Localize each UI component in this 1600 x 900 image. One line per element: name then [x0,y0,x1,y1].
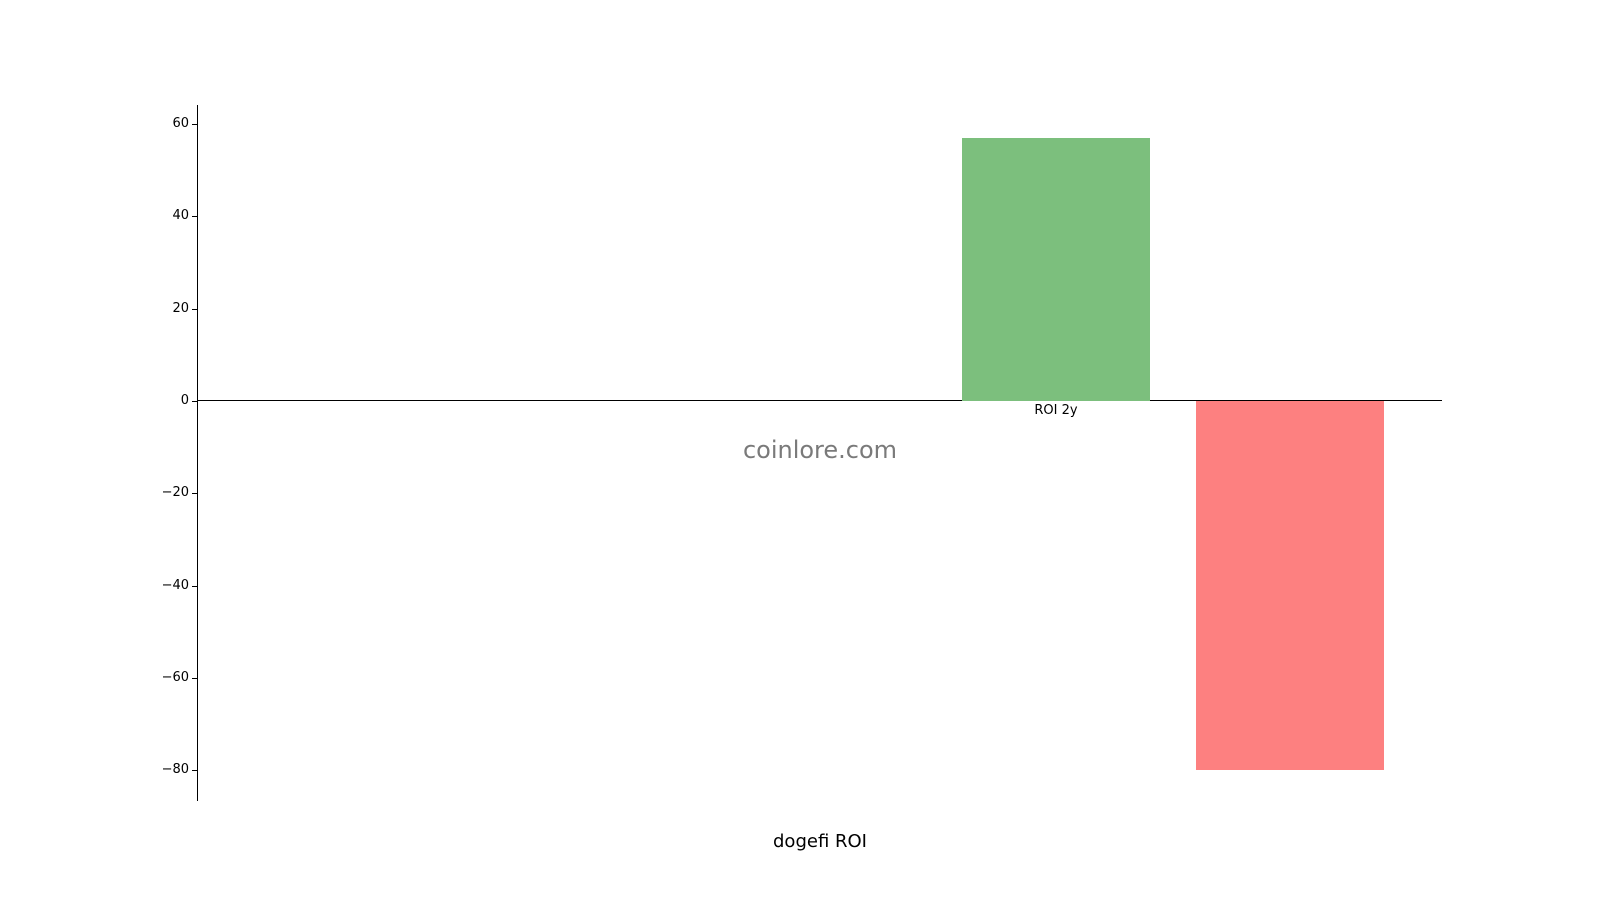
y-tick-label: −40 [161,577,189,593]
y-tick-mark [192,678,197,679]
x-axis-title: dogefi ROI [773,831,867,852]
x-tick-label: ROI 2y [1034,403,1078,418]
y-tick-mark [192,401,197,402]
y-tick-mark [192,493,197,494]
y-tick-mark [192,124,197,125]
watermark-text: coinlore.com [742,436,898,464]
y-tick-label: −20 [161,484,189,500]
y-tick-mark [192,770,197,771]
y-tick-label: 60 [172,115,189,131]
y-tick-mark [192,216,197,217]
bar-ROI 2y [962,138,1150,401]
x-axis-zero-line [197,400,1442,401]
y-tick-label: −80 [161,761,189,777]
y-axis-line [197,105,198,801]
y-tick-mark [192,309,197,310]
y-tick-label: −60 [161,669,189,685]
y-tick-mark [192,586,197,587]
y-tick-label: 20 [172,300,189,316]
y-tick-label: 40 [172,207,189,223]
y-tick-label: 0 [180,392,189,408]
bar-series-2 [1196,401,1384,770]
